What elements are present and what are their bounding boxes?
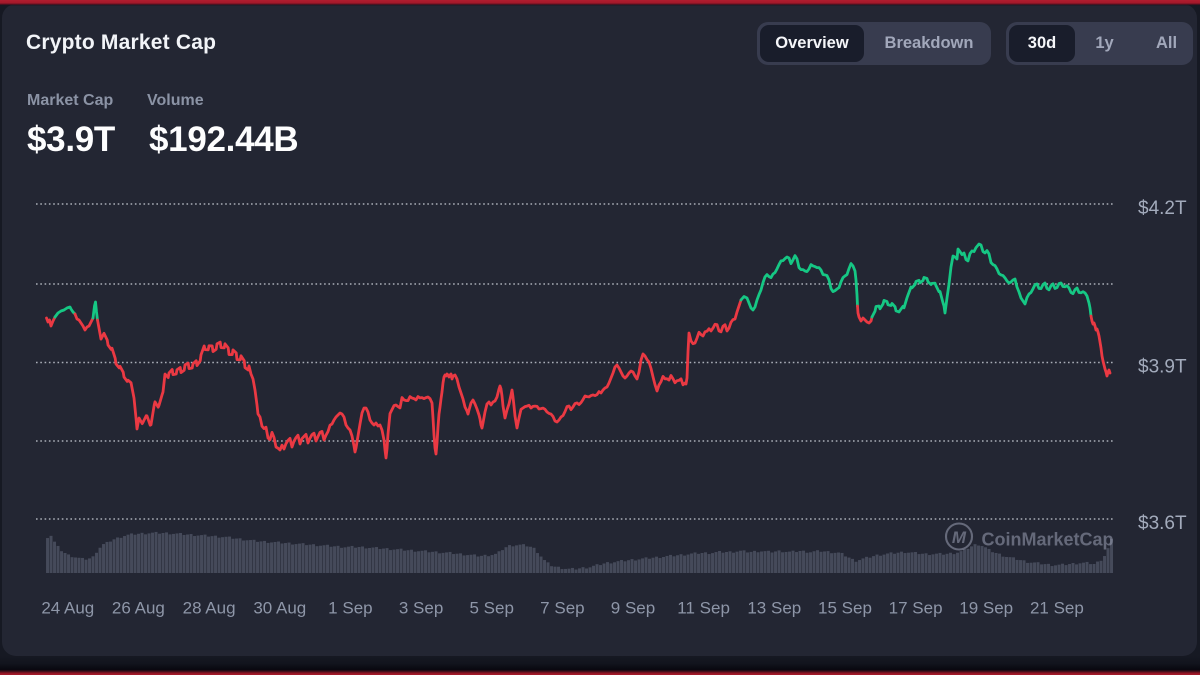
svg-text:21 Sep: 21 Sep [1030, 599, 1084, 618]
svg-text:M: M [952, 528, 967, 547]
svg-text:17 Sep: 17 Sep [889, 599, 943, 618]
svg-text:28 Aug: 28 Aug [183, 599, 236, 618]
svg-text:$3.9T: $3.9T [1138, 357, 1187, 378]
svg-text:7 Sep: 7 Sep [540, 599, 584, 618]
svg-text:9 Sep: 9 Sep [611, 599, 655, 618]
svg-text:19 Sep: 19 Sep [959, 599, 1013, 618]
svg-text:26 Aug: 26 Aug [112, 599, 165, 618]
svg-text:3 Sep: 3 Sep [399, 599, 443, 618]
svg-text:CoinMarketCap: CoinMarketCap [982, 530, 1114, 550]
svg-text:$3.6T: $3.6T [1138, 513, 1187, 534]
svg-text:1 Sep: 1 Sep [328, 599, 372, 618]
svg-text:5 Sep: 5 Sep [469, 599, 513, 618]
svg-text:24 Aug: 24 Aug [41, 599, 94, 618]
svg-text:11 Sep: 11 Sep [677, 599, 730, 618]
svg-text:30 Aug: 30 Aug [253, 599, 306, 618]
svg-text:$4.2T: $4.2T [1138, 198, 1187, 219]
svg-text:13 Sep: 13 Sep [747, 599, 801, 618]
svg-text:15 Sep: 15 Sep [818, 599, 872, 618]
